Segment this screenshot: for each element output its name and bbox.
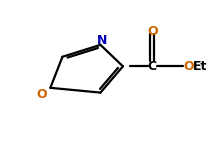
Text: N: N: [97, 34, 107, 47]
Text: Et: Et: [193, 60, 207, 73]
Text: C: C: [148, 60, 157, 73]
Text: O: O: [147, 25, 158, 38]
Text: O: O: [36, 89, 47, 102]
Text: O: O: [184, 60, 194, 73]
